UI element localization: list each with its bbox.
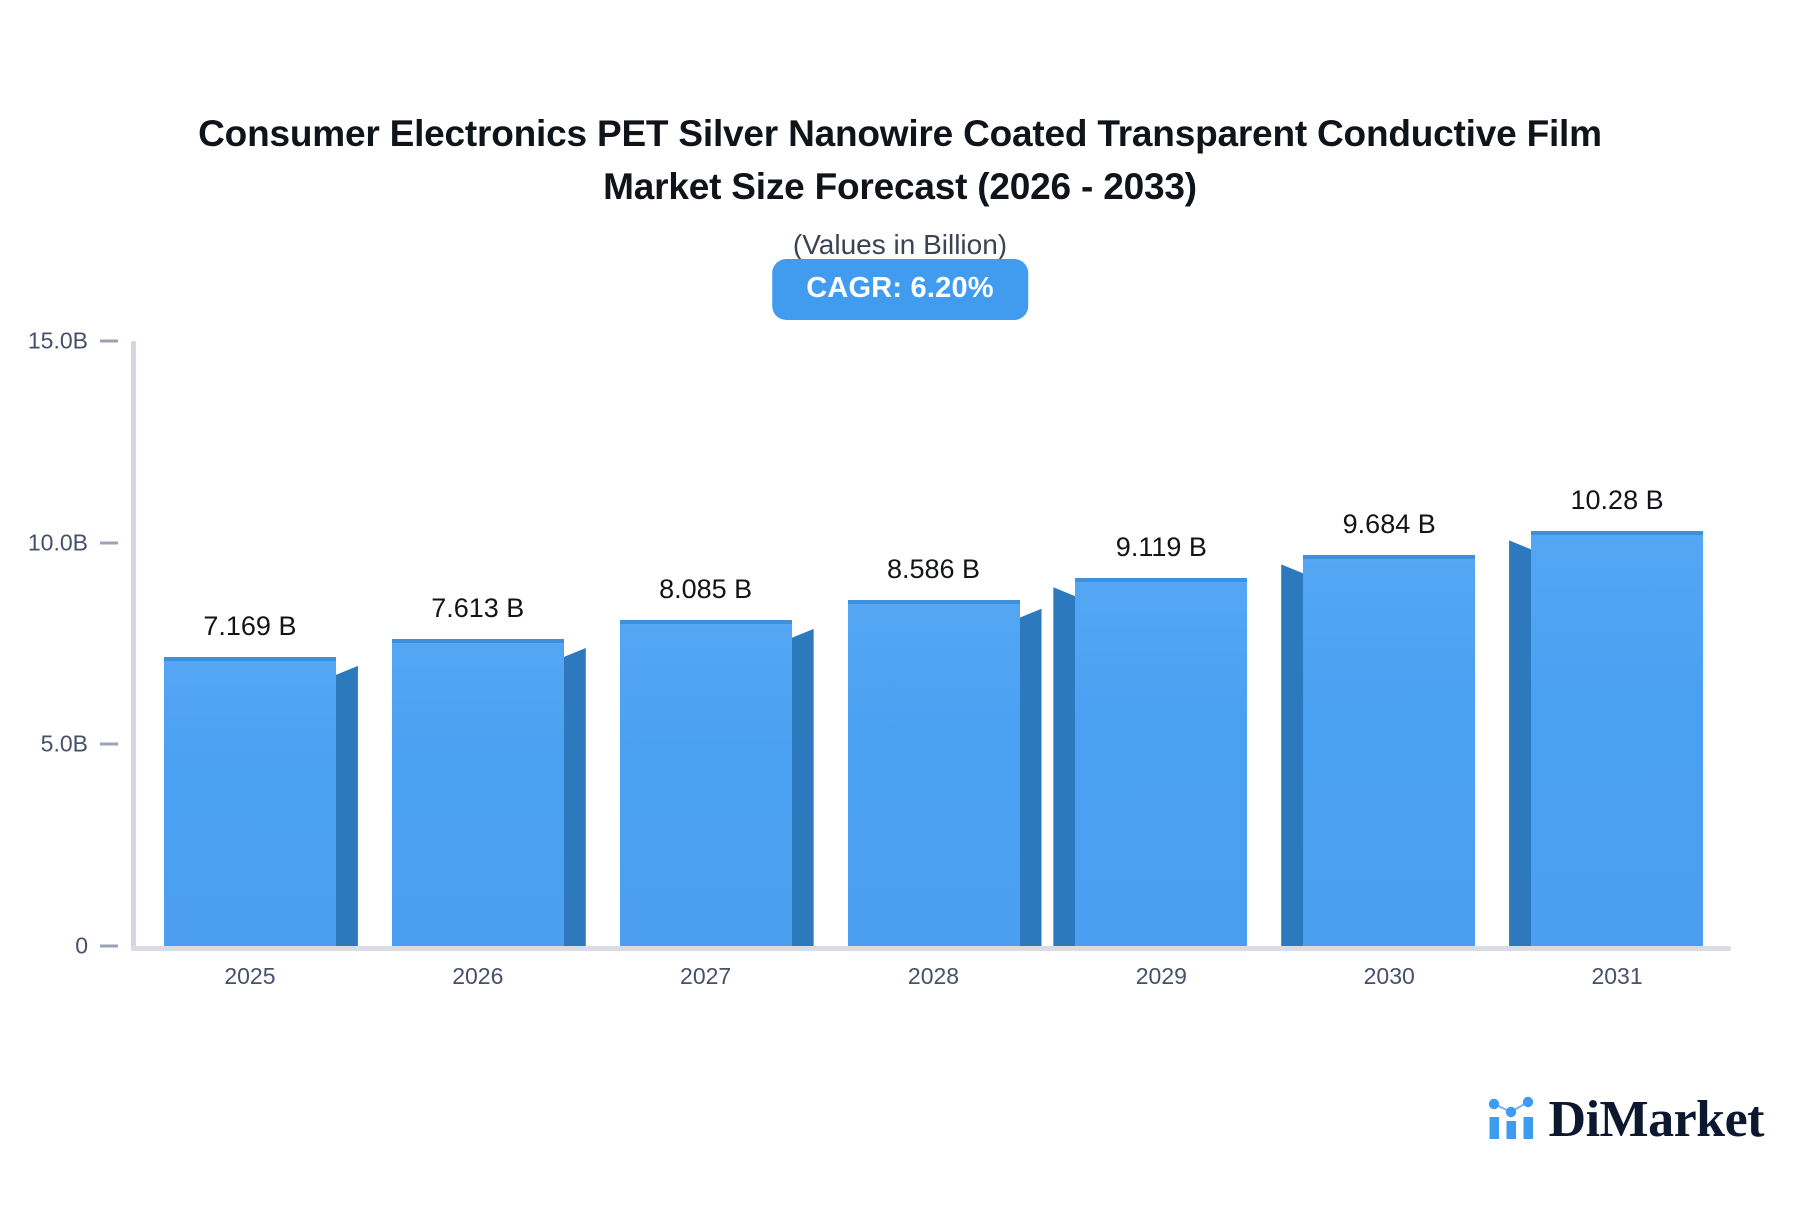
y-axis-tick-mark	[100, 944, 118, 948]
bar-top-edge	[163, 656, 336, 661]
page-title: Consumer Electronics PET Silver Nanowire…	[198, 113, 1602, 207]
bar[interactable]: 9.119 B	[1053, 532, 1248, 946]
x-axis-tick-label: 2026	[452, 963, 504, 989]
bar-value-label: 8.085 B	[659, 573, 753, 604]
bar-top-edge	[1303, 555, 1476, 560]
bar-top-edge	[1075, 578, 1248, 583]
bar-3d-side	[335, 665, 358, 946]
bar-3d-side	[1509, 540, 1532, 946]
bar[interactable]: 10.28 B	[1509, 485, 1704, 946]
bar-3d-side	[1053, 587, 1076, 946]
x-axis-tick-label: 2030	[1363, 963, 1415, 989]
bar-3d-side	[563, 647, 586, 946]
x-axis-tick-label: 2025	[224, 963, 276, 989]
bar-top-edge	[847, 599, 1020, 604]
bar[interactable]: 7.169 B	[163, 611, 358, 946]
bar-value-label: 9.119 B	[1115, 532, 1207, 563]
bar-front-face	[847, 599, 1020, 946]
bar[interactable]: 8.586 B	[847, 554, 1042, 946]
bar-front-face	[1075, 578, 1248, 946]
bar-value-label: 10.28 B	[1570, 485, 1664, 516]
x-axis-tick-label: 2027	[680, 963, 732, 989]
bar-value-label: 7.613 B	[431, 592, 525, 623]
y-axis-tick-mark	[100, 339, 118, 343]
bar-3d-side	[791, 628, 814, 946]
brand-name: DiMarket	[1548, 1091, 1765, 1148]
cagr-badge: CAGR: 6.20%	[772, 259, 1028, 320]
bar[interactable]: 8.085 B	[619, 574, 814, 946]
x-axis-tick-label: 2031	[1591, 963, 1643, 989]
bar-value-label: 7.169 B	[203, 610, 297, 641]
bar-top-edge	[1531, 531, 1704, 536]
chart-subtitle: (Values in Billion)	[792, 229, 1008, 261]
bar-3d-side	[1019, 608, 1042, 946]
bar-3d-side	[1281, 564, 1304, 946]
bar-chart-logo-icon	[1487, 1095, 1537, 1146]
y-axis-tick-label: 15.0B	[27, 327, 88, 354]
bar-top-edge	[391, 638, 564, 643]
y-axis-tick-label: 10.0B	[27, 529, 88, 556]
y-axis-line	[131, 341, 136, 949]
bar-value-label: 9.684 B	[1342, 509, 1436, 540]
x-axis-tick-label: 2029	[1135, 963, 1187, 989]
bar-front-face	[1303, 555, 1476, 946]
bar-value-label: 8.586 B	[886, 553, 981, 584]
bar-front-face	[391, 638, 564, 946]
bar-front-face	[163, 656, 336, 946]
y-axis-tick-mark	[100, 541, 118, 545]
y-axis-tick-label: 0	[75, 932, 88, 959]
chart-header: Consumer Electronics PET Silver Nanowire…	[0, 108, 1800, 261]
bar[interactable]: 9.684 B	[1281, 509, 1476, 946]
y-axis-tick-mark	[100, 742, 118, 746]
x-axis-tick-label: 2028	[907, 963, 960, 989]
bar-top-edge	[619, 619, 792, 624]
y-axis-tick-label: 5.0B	[40, 730, 88, 757]
x-axis-line	[131, 946, 1731, 951]
bar[interactable]: 7.613 B	[391, 593, 586, 946]
bar-front-face	[1531, 531, 1704, 946]
bar-front-face	[619, 619, 792, 946]
brand-logo: DiMarket	[1487, 1091, 1765, 1148]
